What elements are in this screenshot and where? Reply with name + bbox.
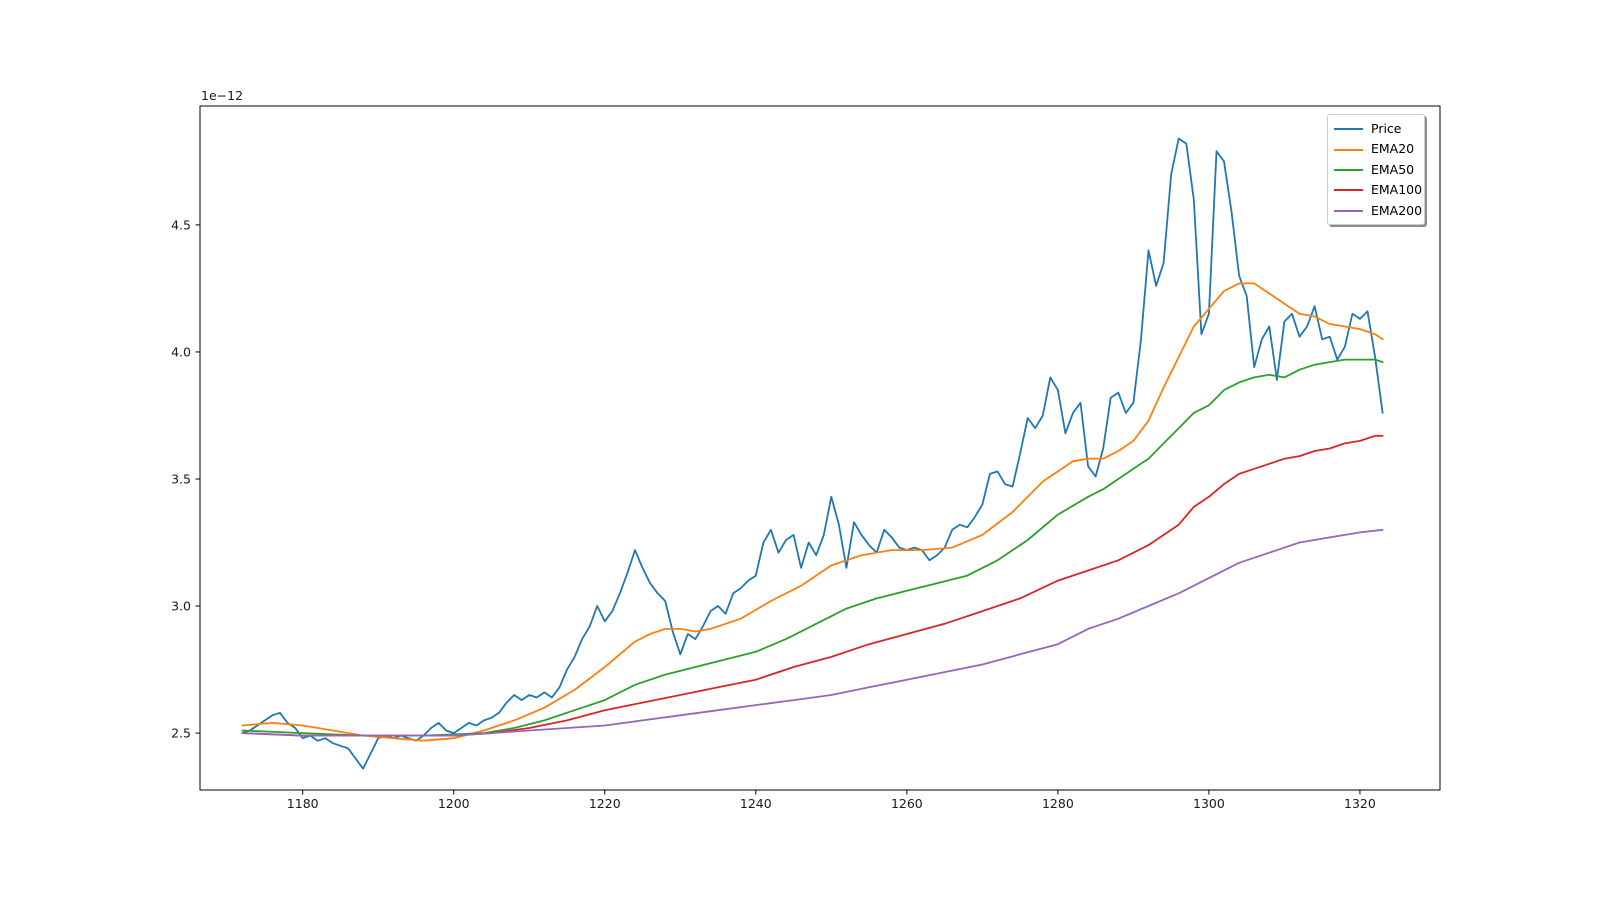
legend-entry-ema200: EMA200: [1334, 201, 1424, 221]
ema100-line: [241, 434, 1384, 737]
y-axis-offset-label: 1e−12: [201, 88, 244, 103]
y-tick-label: 3.5: [171, 471, 191, 486]
x-tick-label: 1320: [1344, 796, 1376, 811]
legend-entry-ema20: EMA20: [1334, 139, 1424, 159]
ema200-line: [241, 528, 1384, 737]
x-tick-label: 1260: [891, 796, 923, 811]
legend-box: Price EMA20 EMA50 EMA100 EMA200: [1327, 114, 1425, 225]
axis-ticks: 1180 1200 1220 1240 1260 1280 1300 1320 2.5 3.0 3.…: [171, 217, 1376, 811]
y-tick-label: 4.5: [171, 217, 191, 232]
plot-area: [200, 106, 1440, 790]
y-tick-label: 2.5: [171, 726, 191, 741]
x-tick-label: 1200: [438, 796, 470, 811]
ema50-line: [241, 358, 1384, 737]
legend-label-ema100: EMA100: [1371, 182, 1423, 198]
ema50-line-swatch: [1334, 168, 1363, 171]
price-line-swatch: [1334, 128, 1363, 131]
ema200-line-swatch: [1334, 209, 1363, 212]
y-tick-label: 4.0: [171, 344, 191, 359]
ema20-line-swatch: [1334, 148, 1363, 151]
legend-entry-ema50: EMA50: [1334, 160, 1424, 180]
x-tick-label: 1280: [1042, 796, 1074, 811]
ema100-line-swatch: [1334, 189, 1363, 192]
y-tick-label: 3.0: [171, 599, 191, 614]
price-line: [241, 137, 1384, 770]
legend-label-ema50: EMA50: [1371, 161, 1415, 177]
ema20-line: [241, 282, 1384, 742]
axes-spines: [199, 105, 1441, 791]
legend-entry-ema100: EMA100: [1334, 180, 1424, 200]
legend-label-price: Price: [1371, 120, 1402, 136]
x-tick-label: 1220: [589, 796, 621, 811]
x-tick-label: 1240: [740, 796, 772, 811]
series-lines: [241, 137, 1384, 770]
x-tick-label: 1180: [287, 796, 319, 811]
x-tick-label: 1300: [1193, 796, 1225, 811]
legend-label-ema200: EMA200: [1371, 202, 1423, 218]
legend-label-ema20: EMA20: [1371, 141, 1415, 157]
legend-entry-price: Price: [1334, 119, 1424, 139]
